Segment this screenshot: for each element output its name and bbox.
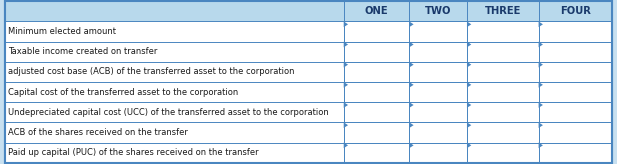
Polygon shape [539, 143, 543, 148]
Polygon shape [344, 42, 348, 47]
Polygon shape [344, 62, 348, 67]
Polygon shape [344, 82, 348, 88]
Polygon shape [467, 143, 471, 148]
Text: ONE: ONE [365, 6, 388, 16]
Polygon shape [467, 62, 471, 67]
Text: adjusted cost base (ACB) of the transferred asset to the corporation: adjusted cost base (ACB) of the transfer… [8, 67, 294, 76]
Bar [467, 102, 539, 122]
Bar [467, 62, 539, 82]
Polygon shape [409, 21, 413, 27]
Text: THREE: THREE [484, 6, 521, 16]
Polygon shape [467, 102, 471, 108]
Bar [409, 143, 467, 163]
Text: Taxable income created on transfer: Taxable income created on transfer [8, 47, 157, 56]
Bar [344, 143, 409, 163]
Bar [5, 143, 612, 163]
Polygon shape [409, 143, 413, 148]
Bar [539, 62, 612, 82]
Bar [5, 122, 612, 143]
Bar [409, 82, 467, 102]
Bar [539, 102, 612, 122]
Bar [409, 21, 467, 42]
Polygon shape [409, 82, 413, 88]
Bar [344, 62, 409, 82]
Bar [539, 143, 612, 163]
Polygon shape [539, 82, 543, 88]
Polygon shape [539, 42, 543, 47]
Bar [409, 102, 467, 122]
Text: Capital cost of the transferred asset to the corporation: Capital cost of the transferred asset to… [8, 88, 238, 97]
Bar [5, 62, 612, 82]
Bar [539, 122, 612, 143]
Polygon shape [409, 62, 413, 67]
Bar [344, 102, 409, 122]
Polygon shape [467, 82, 471, 88]
Text: Minimum elected amount: Minimum elected amount [8, 27, 116, 36]
Bar [539, 42, 612, 62]
Polygon shape [539, 21, 543, 27]
Text: FOUR: FOUR [560, 6, 590, 16]
Polygon shape [409, 102, 413, 108]
Bar [539, 82, 612, 102]
Bar [5, 102, 612, 122]
Polygon shape [539, 102, 543, 108]
Bar [467, 21, 539, 42]
Polygon shape [539, 62, 543, 67]
Polygon shape [467, 42, 471, 47]
Polygon shape [467, 122, 471, 128]
Polygon shape [409, 122, 413, 128]
Bar [5, 42, 612, 62]
Polygon shape [344, 143, 348, 148]
Bar [409, 62, 467, 82]
Polygon shape [344, 21, 348, 27]
Bar [409, 122, 467, 143]
Polygon shape [344, 122, 348, 128]
Text: Undepreciated capital cost (UCC) of the transferred asset to the corporation: Undepreciated capital cost (UCC) of the … [8, 108, 329, 117]
Bar [5, 21, 612, 42]
Bar [344, 21, 409, 42]
Polygon shape [344, 102, 348, 108]
Bar [344, 122, 409, 143]
Bar [409, 42, 467, 62]
Bar [344, 82, 409, 102]
Bar [5, 1, 612, 21]
Polygon shape [409, 42, 413, 47]
Polygon shape [539, 122, 543, 128]
Bar [467, 42, 539, 62]
Text: Paid up capital (PUC) of the shares received on the transfer: Paid up capital (PUC) of the shares rece… [8, 148, 259, 157]
Bar [467, 143, 539, 163]
Bar [467, 122, 539, 143]
Text: TWO: TWO [425, 6, 452, 16]
Bar [344, 42, 409, 62]
Bar [467, 82, 539, 102]
Bar [539, 21, 612, 42]
Text: ACB of the shares received on the transfer: ACB of the shares received on the transf… [8, 128, 188, 137]
Bar [5, 82, 612, 102]
Polygon shape [467, 21, 471, 27]
